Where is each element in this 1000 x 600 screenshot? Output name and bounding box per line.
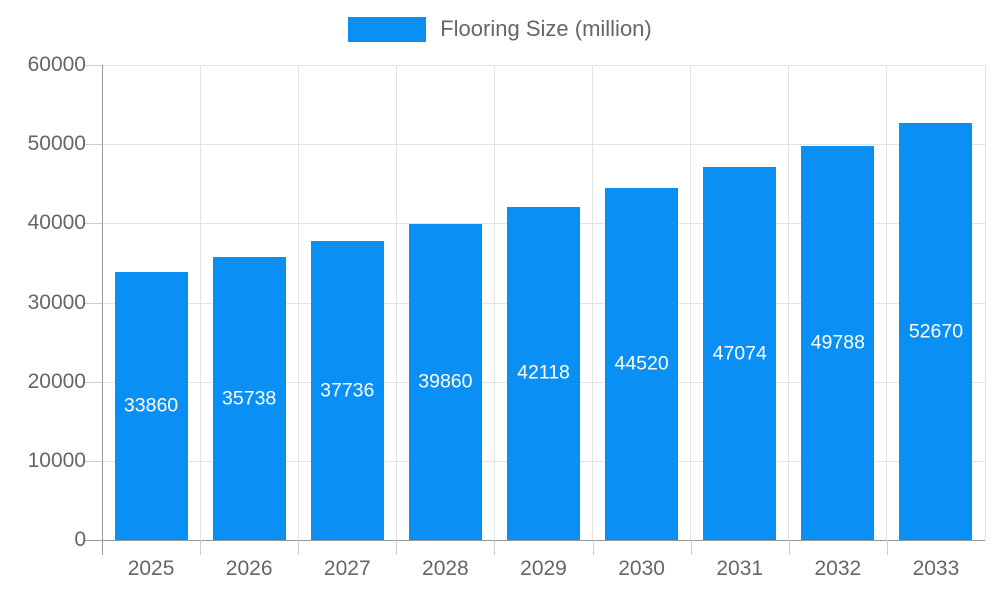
- x-tick: [886, 540, 888, 555]
- bar-value-label: 49788: [810, 331, 865, 354]
- bar-value-label: 47074: [712, 342, 767, 365]
- bar[interactable]: [507, 206, 580, 540]
- y-tick: [84, 144, 102, 146]
- bar-value-label: 44520: [614, 352, 669, 375]
- x-tick: [298, 540, 300, 555]
- x-axis-tick-label: 2032: [814, 557, 862, 580]
- bar[interactable]: [899, 123, 973, 540]
- x-axis-tick-label: 2025: [127, 557, 175, 580]
- bar[interactable]: [703, 167, 777, 540]
- y-axis-tick-label: 60000: [27, 53, 86, 76]
- bar-value-label: 33860: [123, 394, 179, 417]
- v-gridline: [493, 65, 495, 540]
- y-tick: [84, 302, 102, 304]
- bar[interactable]: [212, 257, 286, 540]
- bar-value-label: 42118: [517, 361, 570, 384]
- x-axis-tick-label: 2028: [422, 557, 469, 580]
- x-axis-tick-label: 2027: [323, 557, 371, 580]
- x-tick: [200, 540, 202, 555]
- y-tick: [84, 460, 102, 462]
- x-tick: [788, 540, 790, 555]
- x-axis-tick-label: 2033: [912, 557, 960, 580]
- v-gridline: [592, 65, 594, 540]
- h-gridline: [102, 144, 985, 146]
- y-axis-tick-label: 20000: [27, 369, 86, 393]
- x-axis-tick-label: 2029: [520, 557, 567, 580]
- y-axis-tick-label: 40000: [27, 211, 86, 235]
- x-tick: [690, 540, 692, 555]
- bar-value-label: 37736: [320, 379, 375, 402]
- x-tick: [592, 540, 594, 555]
- y-axis-tick-label: 10000: [27, 448, 86, 472]
- x-axis-tick-label: 2030: [618, 557, 665, 580]
- x-tick: [396, 540, 398, 555]
- v-gridline: [395, 65, 397, 540]
- y-axis-tick-label: 30000: [27, 290, 86, 314]
- v-gridline: [690, 65, 692, 540]
- legend-swatch-icon: [348, 16, 427, 42]
- y-tick: [84, 381, 102, 383]
- y-tick: [84, 223, 102, 225]
- v-gridline: [788, 65, 790, 540]
- bar[interactable]: [310, 241, 384, 540]
- bar[interactable]: [801, 145, 875, 540]
- bar[interactable]: [408, 224, 482, 540]
- v-gridline: [297, 65, 299, 540]
- v-gridline: [199, 65, 201, 540]
- v-gridline: [886, 65, 888, 540]
- legend-label: Flooring Size (million): [440, 16, 652, 41]
- y-axis-tick-label: 0: [74, 528, 86, 551]
- y-axis-line: [102, 65, 103, 555]
- x-axis-tick-label: 2031: [716, 557, 764, 580]
- y-tick: [84, 65, 102, 66]
- bar[interactable]: [114, 271, 188, 540]
- h-gridline: [102, 65, 985, 66]
- bar[interactable]: [605, 187, 679, 540]
- x-axis-tick-label: 2026: [225, 557, 273, 580]
- plot-area: 33860 35738 37736 39860 42118 44520 47074 49788…: [102, 65, 986, 540]
- legend-item[interactable]: Flooring Size (million): [0, 16, 1000, 42]
- y-axis-tick-label: 50000: [27, 132, 86, 156]
- bar-value-label: 52670: [908, 320, 964, 342]
- bar-value-label: 35738: [222, 387, 277, 410]
- x-axis-line: [84, 540, 985, 541]
- v-gridline: [984, 65, 986, 540]
- x-tick: [494, 540, 496, 555]
- bar-value-label: 39860: [418, 370, 473, 393]
